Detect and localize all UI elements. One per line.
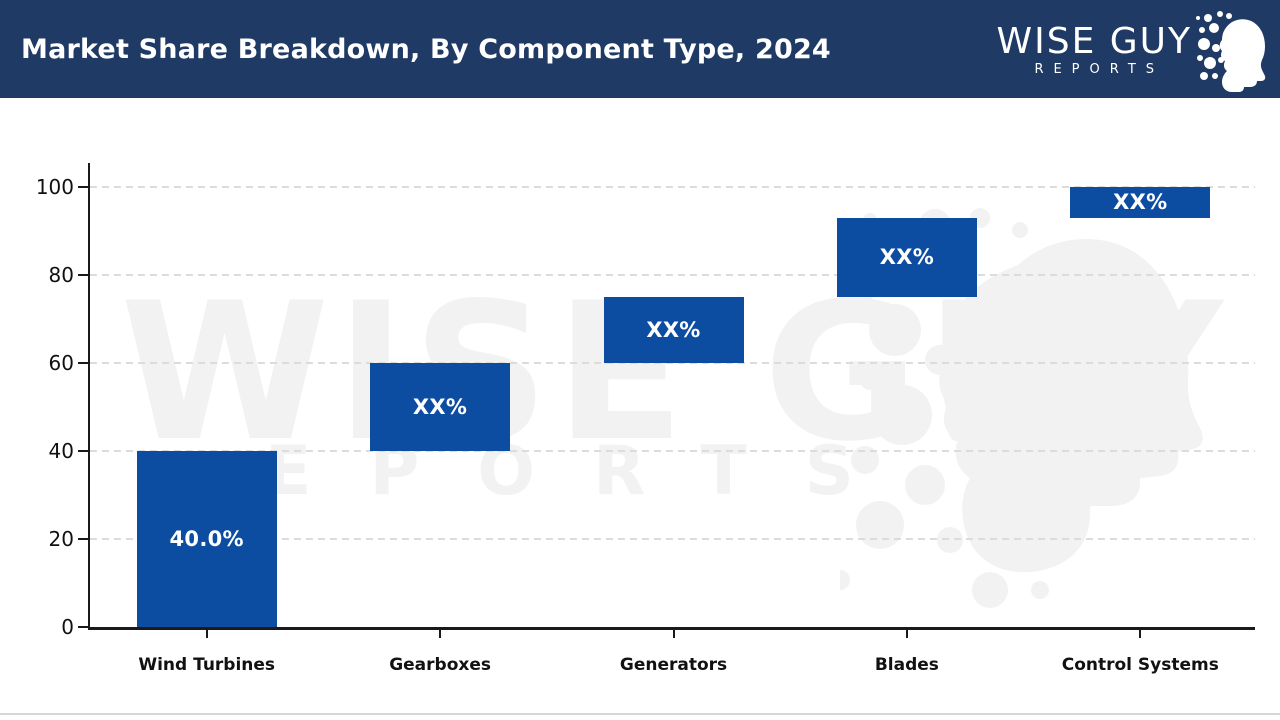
- plot-area: 0 20 40 60 80 100 40.0% Wind Turbines XX% Gearbox…: [36, 163, 1255, 675]
- y-tick-label-100: 100: [35, 175, 74, 199]
- y-tick-label-80: 80: [48, 263, 74, 287]
- bar-value-label: XX%: [646, 318, 701, 342]
- x-axis-line: [87, 627, 1255, 630]
- y-tick-mark-0: [77, 626, 88, 628]
- logo-text: WISE GUY REPORTS: [997, 23, 1193, 77]
- bar-generators: XX%: [603, 297, 744, 363]
- bar-wind-turbines: 40.0%: [136, 451, 277, 627]
- x-category-label-wind-turbines: Wind Turbines: [138, 655, 276, 675]
- bar-value-label: XX%: [412, 395, 468, 419]
- page-title: Market Share Breakdown, By Component Typ…: [21, 33, 831, 65]
- gridline-y60: [90, 362, 1255, 364]
- gridline-y100: [90, 186, 1255, 188]
- gridline-y80: [90, 274, 1255, 276]
- y-tick-mark-60: [77, 362, 88, 364]
- y-tick-mark-20: [77, 538, 88, 540]
- bar-value-label: 40.0%: [169, 527, 244, 551]
- y-tick-mark-80: [77, 274, 88, 276]
- x-tick-mark-3: [905, 630, 908, 638]
- gridline-y40: [90, 450, 1255, 452]
- logo-face-icon: [1196, 11, 1266, 92]
- bar-value-label: XX%: [879, 245, 935, 270]
- bar-value-label: XX%: [1113, 190, 1168, 215]
- logo-wiseguy-label: WISE GUY: [996, 21, 1192, 63]
- footer-divider: [0, 713, 1280, 715]
- y-tick-label-40: 40: [48, 439, 74, 463]
- y-tick-mark-100: [77, 186, 88, 188]
- x-tick-mark-0: [205, 630, 208, 638]
- logo-reports-label: REPORTS: [1034, 61, 1165, 77]
- x-tick-mark-2: [672, 630, 675, 638]
- x-category-label-gearboxes: Gearboxes: [389, 655, 491, 675]
- bar-gearboxes: XX%: [370, 363, 511, 451]
- watermark-reports-text: EPORTS: [265, 432, 912, 511]
- x-category-label-blades: Blades: [874, 655, 939, 675]
- y-tick-label-0: 0: [61, 615, 74, 639]
- x-category-label-control-systems: Control Systems: [1061, 655, 1219, 675]
- y-tick-label-60: 60: [48, 351, 74, 375]
- wise-guy-reports-logo: WISE GUY REPORTS: [997, 6, 1267, 94]
- x-tick-mark-4: [1139, 630, 1142, 638]
- y-tick-label-20: 20: [48, 527, 74, 551]
- x-tick-mark-1: [439, 630, 442, 638]
- gridline-y20: [90, 538, 1255, 540]
- header-bar: Market Share Breakdown, By Component Typ…: [0, 0, 1280, 98]
- bar-blades: XX%: [836, 217, 977, 297]
- x-category-label-generators: Generators: [619, 655, 728, 675]
- y-tick-mark-40: [77, 450, 88, 452]
- bar-control-systems: XX%: [1070, 187, 1211, 218]
